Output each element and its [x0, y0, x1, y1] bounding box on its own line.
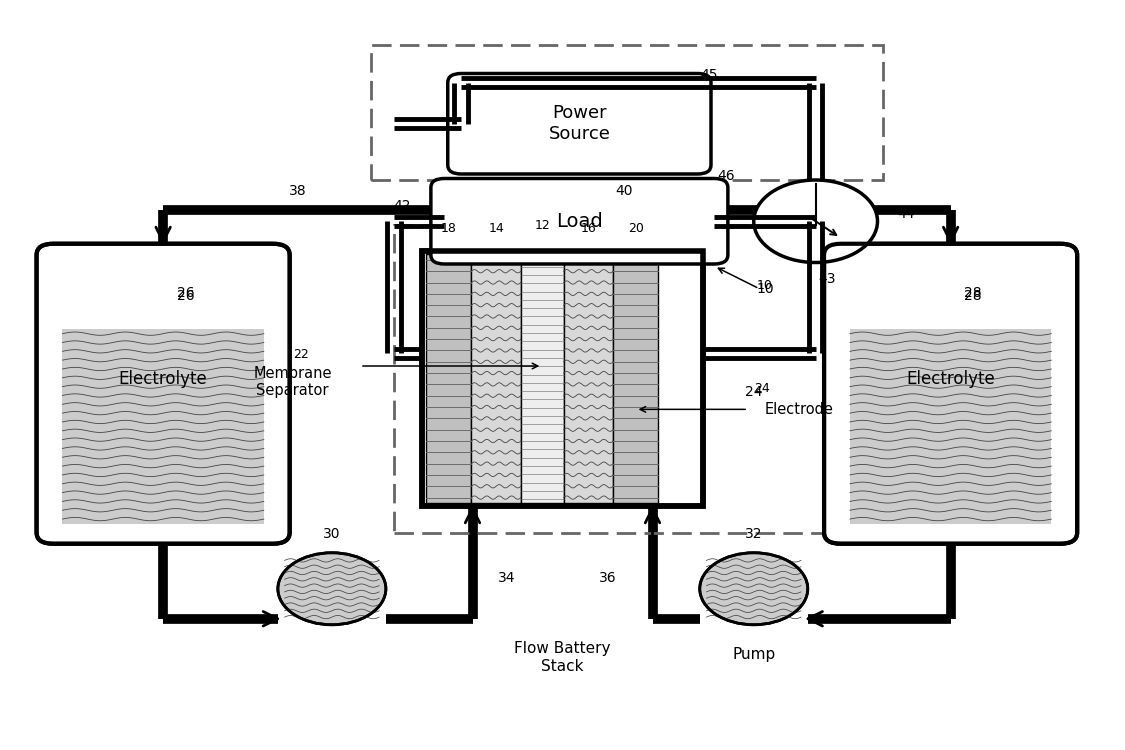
- Text: 32: 32: [745, 527, 763, 541]
- Bar: [471, 254, 521, 503]
- Bar: [422, 251, 703, 506]
- Bar: [613, 254, 658, 503]
- Text: 10: 10: [757, 279, 773, 292]
- Text: 30: 30: [323, 527, 341, 541]
- Text: 36: 36: [598, 571, 616, 584]
- Text: 18: 18: [441, 223, 457, 236]
- Bar: [422, 251, 703, 506]
- Bar: [426, 254, 471, 503]
- Text: 40: 40: [615, 184, 633, 198]
- Text: 44: 44: [897, 207, 915, 220]
- FancyBboxPatch shape: [824, 244, 1078, 544]
- Bar: [564, 254, 613, 503]
- Text: Electrolyte: Electrolyte: [119, 370, 207, 388]
- Text: Power
Source: Power Source: [549, 104, 610, 143]
- Text: 28: 28: [964, 289, 982, 303]
- Text: 26: 26: [177, 286, 195, 299]
- Text: 24: 24: [745, 385, 763, 398]
- Text: Membrane
Separator: Membrane Separator: [253, 366, 332, 398]
- FancyBboxPatch shape: [36, 244, 290, 544]
- Text: 28: 28: [964, 286, 982, 299]
- Bar: [371, 45, 883, 180]
- Text: 14: 14: [488, 223, 504, 236]
- FancyBboxPatch shape: [448, 74, 711, 174]
- Text: 45: 45: [700, 68, 718, 82]
- FancyBboxPatch shape: [431, 178, 728, 264]
- Bar: [62, 329, 263, 524]
- Text: 10: 10: [756, 282, 774, 296]
- Text: 46: 46: [717, 170, 735, 183]
- Text: 42: 42: [393, 200, 411, 213]
- Bar: [394, 225, 832, 532]
- Text: Load: Load: [556, 211, 603, 231]
- Text: Flow Battery
Stack: Flow Battery Stack: [514, 641, 611, 674]
- Circle shape: [754, 180, 878, 262]
- Text: 12: 12: [534, 219, 550, 232]
- Bar: [521, 254, 564, 503]
- Text: Pump: Pump: [732, 647, 775, 662]
- Text: 20: 20: [628, 223, 644, 236]
- Circle shape: [700, 553, 808, 625]
- Text: 16: 16: [580, 223, 596, 236]
- Text: 34: 34: [497, 571, 515, 584]
- Bar: [850, 329, 1051, 524]
- Circle shape: [278, 553, 386, 625]
- Text: 38: 38: [289, 184, 307, 198]
- Text: Electrode: Electrode: [765, 403, 834, 418]
- Text: 26: 26: [177, 289, 195, 303]
- Text: 24: 24: [754, 382, 770, 394]
- Text: 22: 22: [294, 348, 309, 361]
- Text: 43: 43: [818, 272, 836, 286]
- Text: Electrolyte: Electrolyte: [907, 370, 994, 388]
